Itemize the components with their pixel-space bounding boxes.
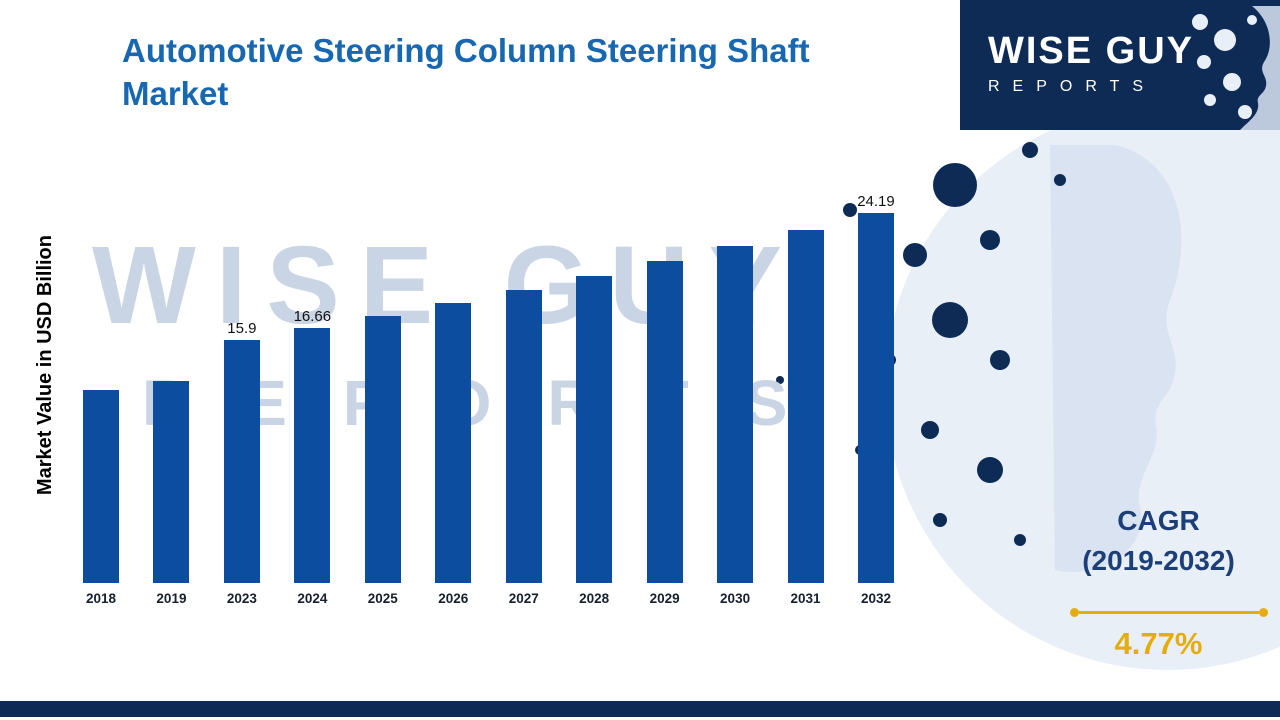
cagr-panel: CAGR (2019-2032) bbox=[1051, 505, 1266, 577]
x-axis-label: 2032 bbox=[860, 591, 891, 606]
bar-column-2023: 15.9 2023 bbox=[207, 185, 277, 607]
bar-column-2018: 2018 bbox=[66, 185, 136, 607]
bar-column-2031: 2031 bbox=[771, 185, 841, 607]
bar-2029 bbox=[646, 261, 683, 583]
x-axis-label: 2023 bbox=[226, 591, 257, 606]
bar-column-2028: 2028 bbox=[559, 185, 629, 607]
bar-2025 bbox=[364, 316, 401, 583]
bar-2026 bbox=[435, 303, 472, 583]
bar-2023 bbox=[223, 340, 260, 583]
cagr-label: CAGR bbox=[1117, 505, 1200, 536]
bar-value-label: 16.66 bbox=[293, 308, 332, 325]
x-axis-label: 2018 bbox=[85, 591, 117, 606]
line-rule bbox=[1079, 611, 1259, 614]
bar-value-label: 24.19 bbox=[857, 193, 895, 210]
bar-column-2027: 2027 bbox=[489, 185, 559, 607]
logo-face-icon bbox=[1192, 6, 1280, 130]
line-dot-left bbox=[1070, 608, 1079, 617]
x-axis-label: 2031 bbox=[790, 591, 821, 606]
bar-value-label: 15.9 bbox=[227, 320, 257, 337]
bar-column-2029: 2029 bbox=[630, 185, 700, 607]
cagr-divider-line bbox=[1070, 608, 1268, 617]
bottom-bar-decoration bbox=[0, 701, 1280, 717]
bar-column-2030: 2030 bbox=[700, 185, 770, 607]
cagr-range: (2019-2032) bbox=[1082, 545, 1235, 576]
x-axis-label: 2027 bbox=[508, 591, 539, 606]
bar-column-2032: 24.19 2032 bbox=[841, 185, 911, 607]
bar-2030 bbox=[717, 246, 754, 583]
x-axis-label: 2025 bbox=[367, 591, 398, 606]
y-axis-label: Market Value in USD Billion bbox=[34, 235, 56, 496]
cagr-value: 4.77% bbox=[1114, 626, 1203, 661]
page-title: Automotive Steering Column Steering Shaf… bbox=[122, 32, 810, 112]
bar-column-2019: 2019 bbox=[136, 185, 206, 607]
bar-2032 bbox=[857, 213, 894, 583]
logo-wordmark: WISE GUY bbox=[988, 30, 1195, 72]
bar-2027 bbox=[505, 290, 542, 583]
logo-block: WISE GUY REPORTS bbox=[960, 0, 1280, 130]
bar-2018 bbox=[83, 390, 119, 583]
face-profile-decoration bbox=[1050, 145, 1182, 572]
line-dot-right bbox=[1259, 608, 1268, 617]
logo-subtitle: REPORTS bbox=[988, 78, 1157, 95]
x-axis-label: 2028 bbox=[579, 591, 610, 606]
x-axis-label: 2029 bbox=[649, 591, 680, 606]
bar-2024 bbox=[294, 328, 331, 583]
x-axis-label: 2030 bbox=[720, 591, 751, 606]
bar-2019 bbox=[153, 381, 190, 583]
bar-plot: 2018 2019 15.9 2023 16.66 2024 2025 2026 2027 202… bbox=[66, 185, 911, 607]
x-axis-label: 2024 bbox=[297, 591, 328, 606]
bar-2028 bbox=[576, 276, 613, 583]
bar-2031 bbox=[787, 230, 824, 583]
x-axis-label: 2026 bbox=[438, 591, 469, 606]
bar-column-2024: 16.66 2024 bbox=[277, 185, 347, 607]
bar-column-2026: 2026 bbox=[418, 185, 488, 607]
bar-column-2025: 2025 bbox=[348, 185, 418, 607]
x-axis-label: 2019 bbox=[156, 591, 187, 606]
